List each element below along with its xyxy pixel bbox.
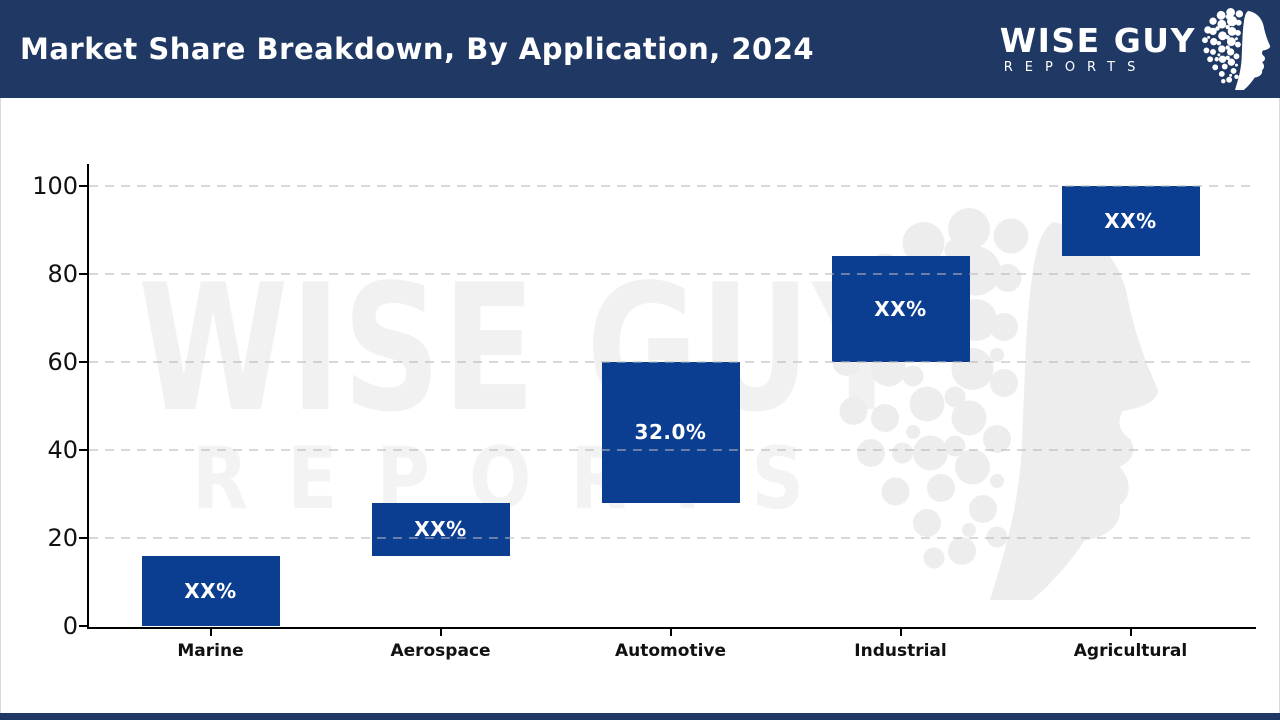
page-title: Market Share Breakdown, By Application, … <box>20 32 815 66</box>
x-tick-mark <box>439 628 442 636</box>
y-tick-label: 20 <box>47 524 78 552</box>
bar-aerospace: XX% <box>371 502 510 556</box>
y-tick-mark <box>79 449 88 451</box>
x-axis-line <box>87 627 1256 629</box>
bar-value-label: XX% <box>184 578 237 603</box>
logo-subtitle: REPORTS <box>1003 60 1148 75</box>
y-tick-label: 100 <box>32 172 78 200</box>
y-tick-mark <box>79 273 88 275</box>
bar-automotive: 32.0% <box>601 362 740 503</box>
bar-agricultural: XX% <box>1061 186 1200 257</box>
logo-name: WISE GUY <box>999 21 1196 60</box>
y-tick-label: 40 <box>47 436 78 464</box>
x-category-label-industrial: Industrial <box>854 641 947 661</box>
x-tick-mark <box>1129 628 1132 636</box>
bar-value-label: 32.0% <box>634 420 707 445</box>
bar-marine: XX% <box>141 555 280 626</box>
logo-wordmark: WISE GUY REPORTS <box>1000 24 1196 74</box>
gridline-100 <box>89 185 1253 187</box>
bar-value-label: XX% <box>1104 209 1157 234</box>
x-category-label-agricultural: Agricultural <box>1073 641 1188 661</box>
y-tick-mark <box>79 625 88 627</box>
logo-face-icon <box>1202 8 1271 90</box>
gridline-40 <box>89 449 1253 451</box>
gridline-60 <box>89 361 1253 363</box>
y-tick-label: 80 <box>47 260 78 288</box>
footer-bar <box>0 713 1280 720</box>
y-tick-mark <box>79 537 88 539</box>
y-tick-mark <box>79 185 88 187</box>
x-tick-mark <box>209 628 212 636</box>
gridline-20 <box>89 537 1253 539</box>
watermark-wordmark: WISE GUY <box>138 248 913 451</box>
x-category-label-aerospace: Aerospace <box>390 641 491 661</box>
bar-value-label: XX% <box>874 297 927 322</box>
y-tick-label: 60 <box>47 348 78 376</box>
x-tick-mark <box>669 628 672 636</box>
x-category-label-automotive: Automotive <box>614 641 727 661</box>
header-bar: Market Share Breakdown, By Application, … <box>0 0 1280 98</box>
gridline-80 <box>89 273 1253 275</box>
brand-logo: WISE GUY REPORTS <box>1000 0 1272 98</box>
x-tick-mark <box>899 628 902 636</box>
y-tick-mark <box>79 361 88 363</box>
x-category-label-marine: Marine <box>177 641 244 661</box>
y-tick-label: 0 <box>62 612 78 640</box>
y-axis-line <box>87 164 89 629</box>
